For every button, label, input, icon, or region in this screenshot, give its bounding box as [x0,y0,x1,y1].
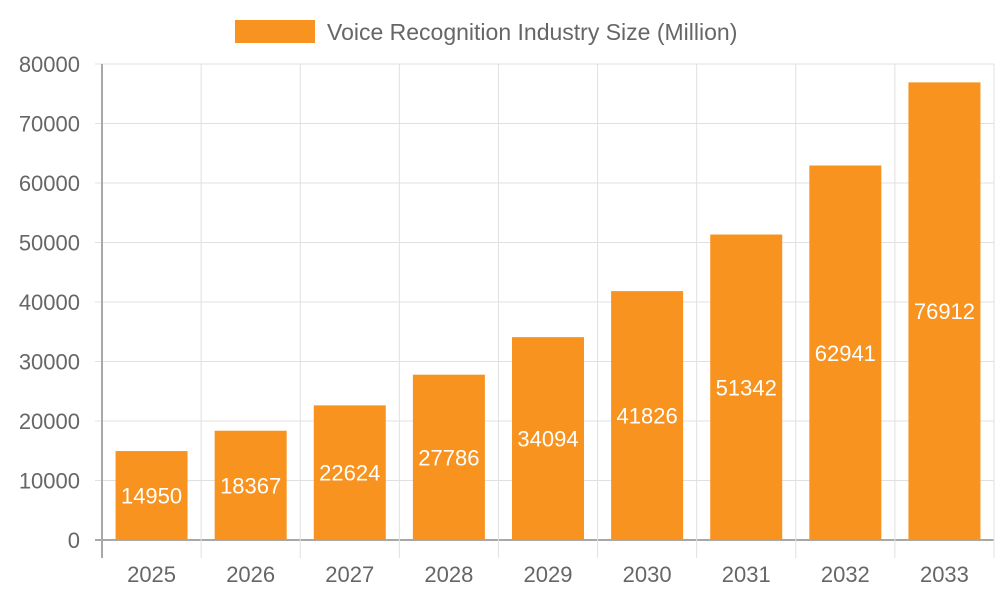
y-tick-label: 10000 [19,469,80,494]
grid [95,63,995,558]
x-tick-label: 2030 [623,562,672,587]
bar-2033 [908,82,981,540]
bar-2027 [313,405,386,540]
x-tick-label: 2026 [226,562,275,587]
bar-2025 [115,451,188,540]
y-tick-label: 60000 [19,171,80,196]
x-tick-label: 2029 [524,562,573,587]
data-label: 27786 [418,445,479,470]
x-tick-label: 2031 [722,562,771,587]
data-label: 34094 [517,427,578,452]
bar-2030 [611,291,684,540]
y-axis-ticks: 0 10000 20000 30000 40000 50000 60000 70000 8000… [19,52,80,553]
bar-2029 [512,337,584,540]
y-tick-label: 30000 [19,350,80,375]
data-label: 62941 [815,341,876,366]
bar-2032 [809,165,882,541]
data-label: 14950 [121,484,182,509]
y-tick-label: 20000 [19,409,80,434]
bar-2031 [710,234,783,540]
y-tick-label: 80000 [19,52,80,77]
legend-swatch [235,20,315,43]
data-label: 51342 [716,375,777,400]
x-tick-label: 2025 [127,562,176,587]
data-label: 22624 [319,461,380,486]
x-tick-label: 2032 [821,562,870,587]
legend-label: Voice Recognition Industry Size (Million… [327,19,737,45]
y-tick-label: 70000 [19,112,80,137]
legend[interactable]: Voice Recognition Industry Size (Million… [235,19,737,45]
x-tick-label: 2033 [920,562,969,587]
y-tick-label: 50000 [19,231,80,256]
x-axis-ticks: 2025 2026 2027 2028 2029 2030 2031 2032 2033 [127,562,969,587]
data-label: 76912 [914,299,975,324]
data-label: 41826 [617,404,678,429]
x-tick-label: 2028 [424,562,473,587]
x-tick-label: 2027 [325,562,374,587]
y-tick-label: 0 [68,528,80,553]
y-tick-label: 40000 [19,290,80,315]
bar-2026 [214,430,287,540]
bar-2028 [412,374,485,540]
bars: 14950 18367 22624 27786 34094 41826 51342 62941… [115,82,981,541]
data-label: 18367 [220,473,281,498]
